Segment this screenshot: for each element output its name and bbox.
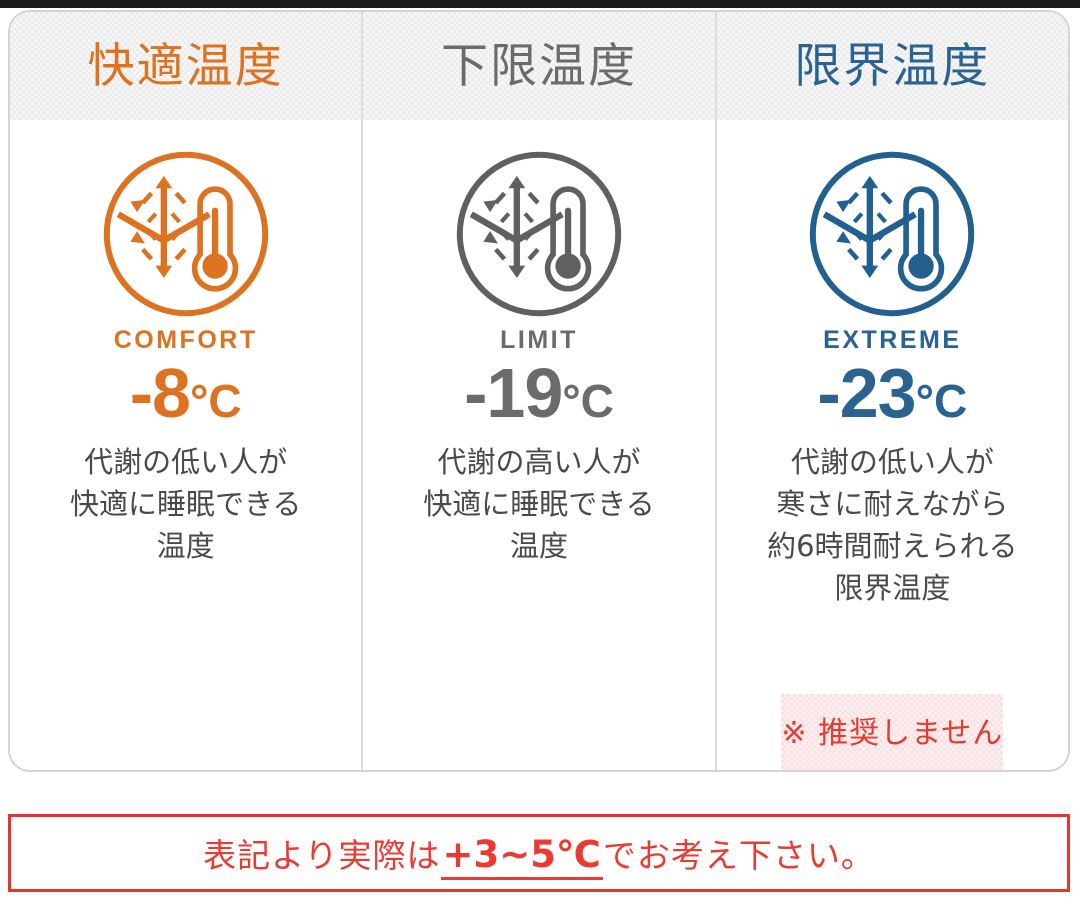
temperature-columns: 快適温度 xyxy=(10,12,1068,770)
description-line: 寒さに耐えながら xyxy=(776,486,1009,521)
column-header-limit: 下限温度 xyxy=(363,12,715,120)
column-description: 代謝の高い人が 快適に睡眠できる 温度 xyxy=(413,441,664,568)
column-body-extreme: EXTREME -23°C 代謝の低い人が 寒さに耐えながら 約6時間耐えられる… xyxy=(717,120,1068,770)
snowflake-thermometer-icon xyxy=(451,146,627,322)
top-black-strip xyxy=(0,0,1080,8)
metric-unit: °C xyxy=(915,375,968,427)
description-line: 限界温度 xyxy=(834,571,951,606)
description-line: 温度 xyxy=(509,529,568,564)
metric-label: EXTREME xyxy=(823,326,962,354)
metric-value: -23°C xyxy=(817,354,968,432)
column-description: 代謝の低い人が 寒さに耐えながら 約6時間耐えられる 限界温度 xyxy=(757,441,1027,610)
column-header-extreme: 限界温度 xyxy=(716,12,1068,120)
metric-number: -19 xyxy=(464,354,563,432)
column-body-comfort: COMFORT -8°C 代謝の低い人が 快適に睡眠できる 温度 xyxy=(10,120,361,770)
not-recommended-warning: ※ 推奨しません xyxy=(781,694,1004,770)
temperature-column-limit: 下限温度 xyxy=(361,12,715,770)
column-header-label: 快適温度 xyxy=(87,38,284,94)
temperature-rating-card: 快適温度 xyxy=(8,10,1070,772)
description-line: 温度 xyxy=(156,529,215,564)
column-header-comfort: 快適温度 xyxy=(10,12,362,120)
description-line: 代謝の高い人が xyxy=(437,444,641,479)
temperature-column-extreme: 限界温度 xyxy=(714,12,1068,770)
column-body-limit: LIMIT -19°C 代謝の高い人が 快適に睡眠できる 温度 xyxy=(363,120,714,770)
metric-label: LIMIT xyxy=(500,326,578,354)
description-line: 代謝の低い人が xyxy=(84,444,288,479)
snowflake-thermometer-icon xyxy=(98,146,274,322)
bottom-note-suffix: でお考え下さい。 xyxy=(602,836,875,875)
description-line: 代謝の低い人が xyxy=(790,444,994,479)
bottom-note-emphasis: +3~5℃ xyxy=(440,833,603,880)
bottom-note-prefix: 表記より実際は xyxy=(203,836,441,875)
column-header-label: 限界温度 xyxy=(794,38,991,94)
metric-label: COMFORT xyxy=(113,326,258,354)
bottom-note-banner: 表記より実際は+3~5℃でお考え下さい。 xyxy=(8,814,1070,892)
metric-number: -23 xyxy=(817,354,916,432)
metric-number: -8 xyxy=(129,354,191,432)
metric-value: -8°C xyxy=(129,354,242,432)
temperature-column-comfort: 快適温度 xyxy=(10,12,362,770)
column-description: 代謝の低い人が 快適に睡眠できる 温度 xyxy=(60,441,311,568)
description-line: 快適に睡眠できる xyxy=(69,486,302,521)
bottom-note-text: 表記より実際は+3~5℃でお考え下さい。 xyxy=(203,829,875,880)
metric-unit: °C xyxy=(189,375,242,427)
metric-unit: °C xyxy=(562,375,614,427)
description-line: 快適に睡眠できる xyxy=(423,486,655,521)
metric-value: -19°C xyxy=(464,354,614,432)
column-header-label: 下限温度 xyxy=(440,38,637,94)
snowflake-thermometer-icon xyxy=(804,146,980,322)
description-line: 約6時間耐えられる xyxy=(767,529,1018,564)
